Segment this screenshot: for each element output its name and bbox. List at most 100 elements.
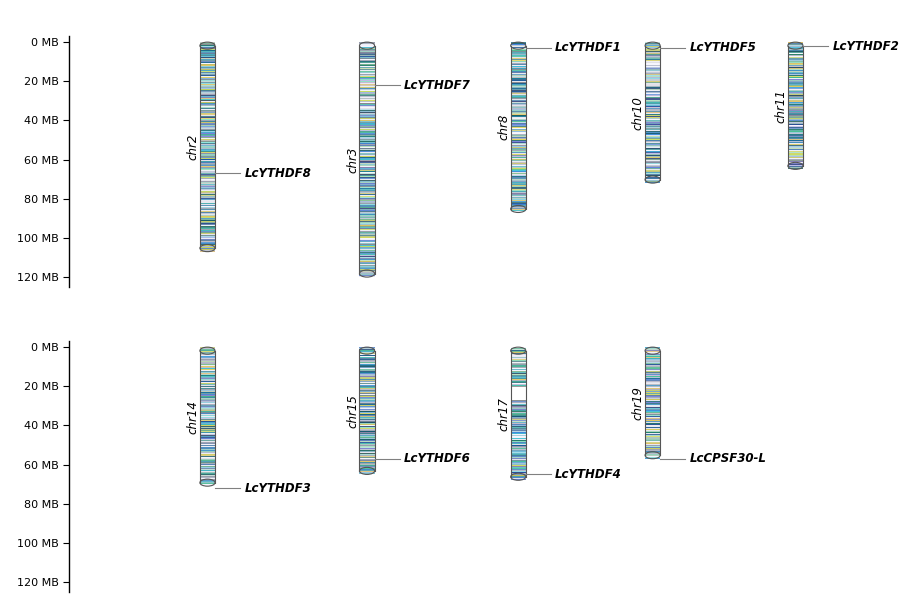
Bar	[360, 429, 375, 431]
Bar	[200, 250, 215, 251]
Bar	[645, 411, 660, 413]
Bar	[645, 49, 660, 50]
Bar	[360, 137, 375, 138]
Bar	[360, 86, 375, 87]
Bar	[645, 66, 660, 67]
Bar	[200, 175, 215, 176]
Bar	[360, 245, 375, 246]
Bar	[360, 385, 375, 387]
Bar	[510, 420, 526, 421]
Bar	[645, 410, 660, 411]
Bar	[645, 146, 660, 147]
Bar	[645, 426, 660, 427]
Bar	[788, 93, 803, 94]
Bar	[360, 166, 375, 167]
Bar	[200, 382, 215, 384]
Bar	[200, 414, 215, 415]
Bar	[788, 68, 803, 69]
Bar	[360, 360, 375, 361]
Bar	[645, 103, 660, 104]
Bar	[360, 217, 375, 219]
Bar	[788, 75, 803, 76]
Text: chr3: chr3	[346, 146, 359, 173]
Bar	[788, 111, 803, 112]
Bar	[788, 156, 803, 157]
Bar	[510, 105, 526, 106]
Bar	[360, 402, 375, 403]
Bar	[645, 118, 660, 119]
Bar	[360, 121, 375, 122]
Bar	[788, 150, 803, 152]
Bar	[645, 149, 660, 150]
Bar	[200, 141, 215, 142]
Bar	[788, 101, 803, 102]
Bar	[788, 108, 803, 109]
Bar	[788, 117, 803, 118]
Bar	[360, 214, 375, 215]
Bar	[360, 449, 375, 450]
Bar	[360, 262, 375, 263]
Bar	[360, 85, 375, 86]
Text: chr8: chr8	[498, 114, 510, 141]
Bar	[200, 137, 215, 138]
Bar	[510, 51, 526, 53]
Bar	[200, 426, 215, 427]
Bar	[788, 89, 803, 90]
Bar	[645, 43, 660, 45]
Bar	[510, 350, 526, 351]
Bar	[645, 398, 660, 399]
Bar	[788, 66, 803, 67]
Bar	[645, 145, 660, 146]
Bar	[200, 415, 215, 416]
Bar	[200, 162, 215, 163]
Bar	[645, 109, 660, 111]
Bar	[200, 475, 215, 476]
Bar	[510, 59, 526, 60]
Bar	[360, 368, 375, 369]
Bar	[200, 468, 215, 469]
Bar	[200, 178, 215, 179]
Bar	[360, 275, 375, 276]
Bar	[200, 47, 215, 48]
Bar	[788, 119, 803, 120]
Bar	[360, 128, 375, 129]
Bar	[788, 86, 803, 87]
Bar	[510, 369, 526, 370]
Bar	[645, 78, 660, 79]
Bar	[788, 128, 803, 129]
Bar	[360, 469, 375, 470]
Bar	[510, 384, 526, 385]
Bar	[788, 57, 803, 58]
Bar	[360, 150, 375, 151]
Bar	[645, 115, 660, 116]
Bar	[200, 167, 215, 168]
Bar	[200, 219, 215, 220]
Bar	[360, 54, 375, 56]
Bar	[645, 454, 660, 455]
Bar	[645, 390, 660, 391]
Bar	[360, 463, 375, 464]
Bar	[510, 170, 526, 171]
Bar	[200, 251, 215, 252]
Bar	[510, 95, 526, 96]
Bar	[510, 198, 526, 199]
Bar	[788, 74, 803, 75]
Bar	[510, 426, 526, 427]
Bar	[510, 400, 526, 401]
Bar	[645, 422, 660, 423]
Bar	[200, 191, 215, 192]
Bar	[200, 49, 215, 50]
Bar	[510, 112, 526, 113]
Bar	[510, 91, 526, 92]
Bar	[645, 166, 660, 167]
Bar	[645, 378, 660, 379]
Bar	[200, 145, 215, 146]
Bar	[360, 114, 375, 115]
Bar	[360, 118, 375, 119]
Bar	[360, 88, 375, 89]
Bar	[510, 376, 526, 377]
Bar	[788, 158, 803, 159]
Bar	[360, 276, 375, 277]
Bar	[645, 392, 660, 393]
Bar	[200, 365, 215, 366]
